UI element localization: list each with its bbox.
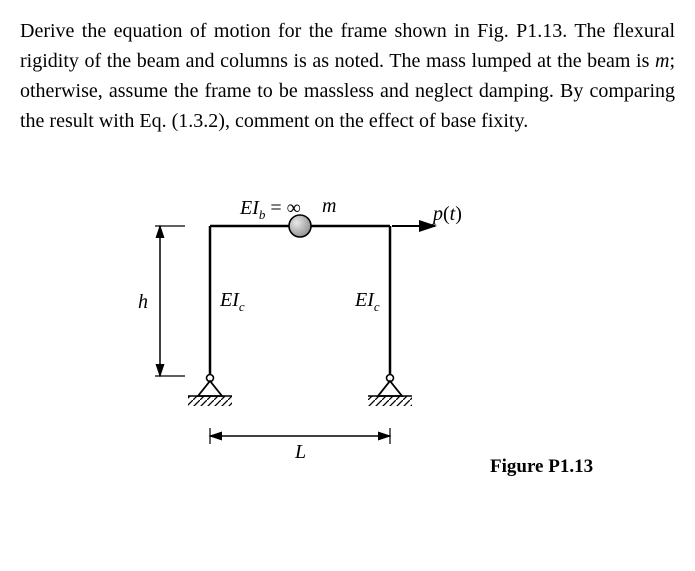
right-pin-support [368, 375, 412, 407]
problem-text-part1: Derive the equation of motion for the fr… [20, 20, 675, 72]
figure-container: h L EIb = ∞ m p(t) EIc EIc Figure P1.13 [20, 176, 675, 516]
problem-statement: Derive the equation of motion for the fr… [20, 16, 675, 136]
label-L: L [294, 441, 306, 463]
figure-caption: Figure P1.13 [490, 456, 593, 478]
label-EIc-left: EIc [219, 289, 245, 314]
frame-diagram: h L EIb = ∞ m p(t) EIc EIc [130, 176, 490, 476]
dimension-h [155, 226, 185, 376]
left-pin-support [188, 375, 232, 407]
label-EIb: EIb = ∞ [239, 197, 301, 222]
mass-symbol: m [655, 50, 669, 72]
label-h: h [138, 291, 148, 313]
label-EIc-right: EIc [354, 289, 380, 314]
label-m: m [322, 195, 336, 217]
label-pt: p(t) [431, 203, 462, 225]
